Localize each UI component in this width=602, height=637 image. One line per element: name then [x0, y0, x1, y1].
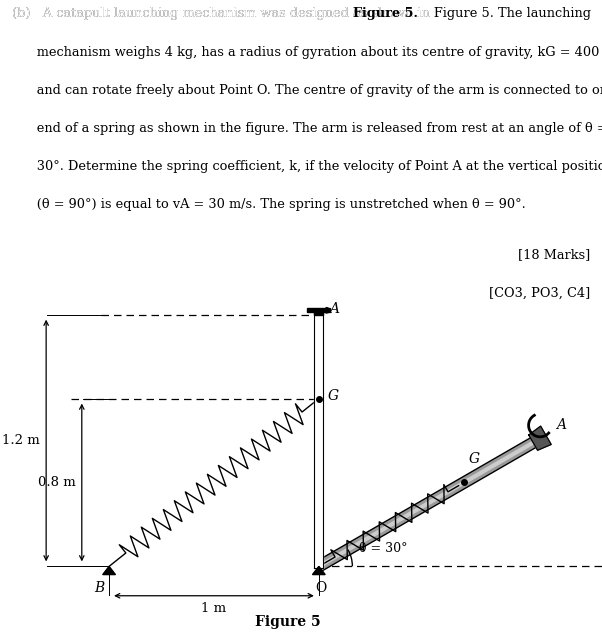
Text: (b)   A catapult launching mechanism was designed as shown in: (b) A catapult launching mechanism was d… [12, 7, 434, 20]
Text: θ = 30°: θ = 30° [359, 542, 407, 555]
Text: B: B [95, 582, 105, 596]
Text: mechanism weighs 4 kg, has a radius of gyration about its centre of gravity, kG : mechanism weighs 4 kg, has a radius of g… [12, 45, 602, 59]
Text: [18 Marks]: [18 Marks] [518, 248, 590, 261]
Text: 30°. Determine the spring coefficient, k, if the velocity of Point A at the vert: 30°. Determine the spring coefficient, k… [12, 161, 602, 173]
Text: 0.8 m: 0.8 m [38, 476, 75, 489]
Polygon shape [312, 566, 325, 575]
Text: Figure 5: Figure 5 [255, 615, 320, 629]
Polygon shape [529, 426, 551, 450]
Text: (θ = 90°) is equal to vA = 30 m/s. The spring is unstretched when θ = 90°.: (θ = 90°) is equal to vA = 30 m/s. The s… [12, 199, 526, 211]
Polygon shape [314, 310, 323, 568]
Text: end of a spring as shown in the figure. The arm is released from rest at an angl: end of a spring as shown in the figure. … [12, 122, 602, 135]
Text: Figure 5.: Figure 5. [353, 7, 418, 20]
Text: (b)   A catapult launching mechanism was designed as shown in Figure 5. The laun: (b) A catapult launching mechanism was d… [12, 7, 591, 20]
Text: 1 m: 1 m [202, 602, 226, 615]
Polygon shape [314, 312, 323, 315]
Polygon shape [307, 308, 330, 312]
Text: [CO3, PO3, C4]: [CO3, PO3, C4] [489, 287, 590, 299]
Text: and can rotate freely about Point O. The centre of gravity of the arm is connect: and can rotate freely about Point O. The… [12, 83, 602, 97]
Text: O: O [315, 582, 326, 596]
Text: G: G [468, 452, 480, 466]
Text: 1.2 m: 1.2 m [2, 434, 40, 447]
Text: A: A [329, 303, 340, 317]
Text: G: G [327, 389, 338, 403]
Polygon shape [103, 566, 116, 575]
Text: A: A [556, 418, 566, 432]
